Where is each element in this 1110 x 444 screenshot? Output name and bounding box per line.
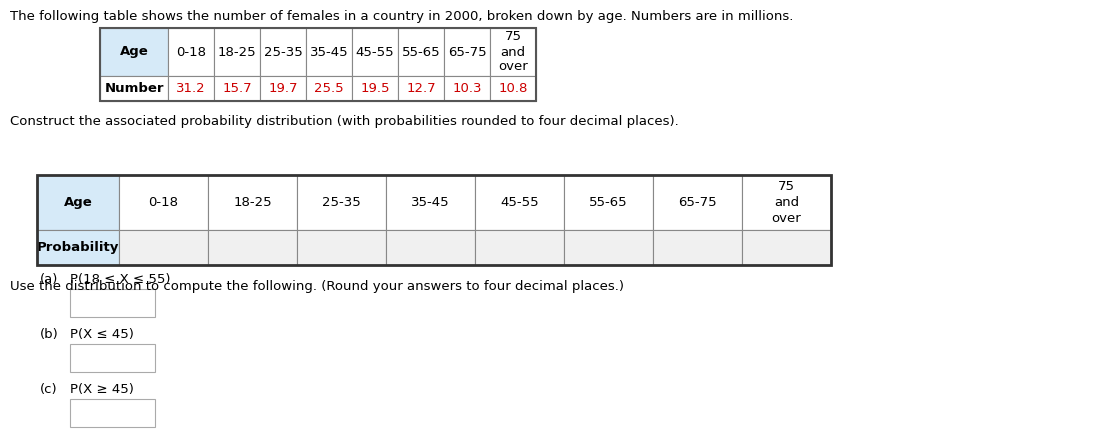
Text: 65-75: 65-75 bbox=[678, 196, 717, 209]
Text: 45-55: 45-55 bbox=[501, 196, 538, 209]
Text: Probability: Probability bbox=[37, 241, 119, 254]
Bar bbox=[306, 76, 352, 101]
Bar bbox=[260, 28, 306, 76]
Text: Age: Age bbox=[120, 45, 149, 59]
Bar bbox=[297, 175, 386, 230]
Text: 19.7: 19.7 bbox=[269, 82, 297, 95]
Text: 55-65: 55-65 bbox=[402, 45, 441, 59]
Text: Construct the associated probability distribution (with probabilities rounded to: Construct the associated probability dis… bbox=[10, 115, 678, 128]
Text: 0-18: 0-18 bbox=[176, 45, 206, 59]
Text: 65-75: 65-75 bbox=[447, 45, 486, 59]
Text: 18-25: 18-25 bbox=[233, 196, 272, 209]
Text: 75
and
over: 75 and over bbox=[771, 180, 801, 225]
Bar bbox=[37, 175, 119, 230]
Text: 31.2: 31.2 bbox=[176, 82, 205, 95]
Text: 18-25: 18-25 bbox=[218, 45, 256, 59]
Bar bbox=[490, 28, 536, 76]
Bar bbox=[37, 175, 831, 265]
Text: (b): (b) bbox=[40, 328, 59, 341]
Bar bbox=[260, 76, 306, 101]
Text: 35-45: 35-45 bbox=[411, 196, 450, 209]
Bar bbox=[100, 28, 536, 101]
Text: The following table shows the number of females in a country in 2000, broken dow: The following table shows the number of … bbox=[10, 10, 794, 23]
Bar bbox=[168, 28, 214, 76]
Text: 19.5: 19.5 bbox=[361, 82, 390, 95]
Bar bbox=[208, 175, 297, 230]
Bar bbox=[306, 28, 352, 76]
Bar bbox=[386, 175, 475, 230]
Bar bbox=[398, 28, 444, 76]
Bar bbox=[168, 76, 214, 101]
Bar bbox=[386, 230, 475, 265]
Bar bbox=[475, 175, 564, 230]
Bar bbox=[444, 76, 490, 101]
Text: Use the distribution to compute the following. (Round your answers to four decim: Use the distribution to compute the foll… bbox=[10, 280, 624, 293]
Bar bbox=[741, 175, 831, 230]
Text: 25-35: 25-35 bbox=[322, 196, 361, 209]
Bar bbox=[214, 76, 260, 101]
Bar bbox=[352, 76, 398, 101]
Bar bbox=[352, 28, 398, 76]
Bar bbox=[741, 230, 831, 265]
Text: 0-18: 0-18 bbox=[149, 196, 179, 209]
Bar bbox=[119, 175, 208, 230]
Text: 10.3: 10.3 bbox=[452, 82, 482, 95]
Text: 12.7: 12.7 bbox=[406, 82, 436, 95]
Text: 35-45: 35-45 bbox=[310, 45, 349, 59]
Text: 45-55: 45-55 bbox=[355, 45, 394, 59]
Bar bbox=[70, 399, 155, 427]
Bar bbox=[119, 230, 208, 265]
Bar bbox=[208, 230, 297, 265]
Bar bbox=[100, 28, 168, 76]
Bar bbox=[70, 344, 155, 372]
Text: 75
and
over: 75 and over bbox=[498, 31, 528, 74]
Text: 25-35: 25-35 bbox=[264, 45, 302, 59]
Bar bbox=[100, 76, 168, 101]
Bar bbox=[653, 230, 741, 265]
Text: 55-65: 55-65 bbox=[589, 196, 628, 209]
Bar bbox=[564, 175, 653, 230]
Bar bbox=[297, 230, 386, 265]
Text: Number: Number bbox=[104, 82, 164, 95]
Bar bbox=[37, 230, 119, 265]
Bar bbox=[214, 28, 260, 76]
Bar bbox=[653, 175, 741, 230]
Bar bbox=[398, 76, 444, 101]
Text: 15.7: 15.7 bbox=[222, 82, 252, 95]
Text: 25.5: 25.5 bbox=[314, 82, 344, 95]
Text: 10.8: 10.8 bbox=[498, 82, 527, 95]
Bar bbox=[444, 28, 490, 76]
Bar bbox=[70, 289, 155, 317]
Text: (a): (a) bbox=[40, 273, 59, 286]
Bar bbox=[564, 230, 653, 265]
Text: P(18 ≤ X ≤ 55): P(18 ≤ X ≤ 55) bbox=[70, 273, 171, 286]
Text: Age: Age bbox=[63, 196, 92, 209]
Bar bbox=[490, 76, 536, 101]
Text: P(X ≥ 45): P(X ≥ 45) bbox=[70, 383, 134, 396]
Bar bbox=[475, 230, 564, 265]
Text: (c): (c) bbox=[40, 383, 58, 396]
Text: P(X ≤ 45): P(X ≤ 45) bbox=[70, 328, 134, 341]
